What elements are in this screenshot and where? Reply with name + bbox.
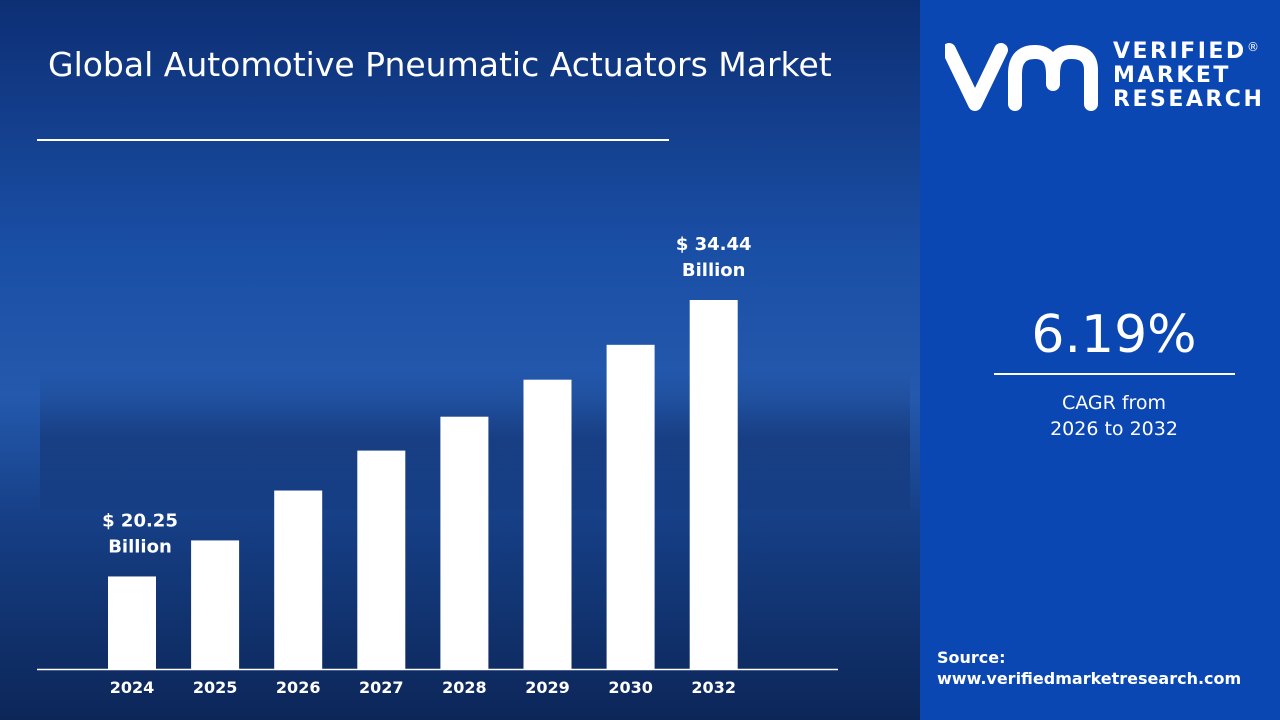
brand-panel [920, 0, 1280, 720]
cagr-label: CAGR from 2026 to 2032 [994, 390, 1234, 442]
x-tick-label: 2032 [691, 678, 736, 697]
x-tick-label: 2027 [359, 678, 404, 697]
title-divider [37, 139, 669, 141]
bar-2024 [108, 576, 156, 669]
chart-title: Global Automotive Pneumatic Actuators Ma… [48, 45, 832, 84]
cagr-label-line-2: 2026 to 2032 [1050, 418, 1178, 440]
data-label: Billion [108, 536, 172, 557]
bar-2030 [606, 344, 655, 669]
source-label: Source: [937, 648, 1006, 667]
brand-line-3: RESEARCH [1113, 87, 1265, 112]
bar-chart: 2024 2025 2026 2027 2028 2029 2030 2032 $ 20.25… [0, 0, 920, 720]
bar-2028 [440, 416, 489, 669]
cagr-value: 6.19% [1031, 305, 1197, 365]
data-label: $ 34.44 [676, 234, 752, 255]
x-tick-label: 2029 [525, 678, 570, 697]
bar-2025 [191, 540, 240, 669]
x-tick-label: 2024 [110, 678, 155, 697]
source: Source: www.verifiedmarketresearch.com [937, 647, 1241, 689]
x-tick-label: 2028 [442, 678, 487, 697]
registered-mark: ® [1247, 40, 1259, 54]
brand-wordmark: VERIFIED MARKET RESEARCH [1113, 40, 1264, 112]
x-tick-label: 2026 [276, 678, 321, 697]
source-url[interactable]: www.verifiedmarketresearch.com [937, 669, 1242, 688]
data-label: $ 20.25 [102, 510, 178, 531]
brand-line-2: MARKET [1113, 63, 1231, 88]
cagr-divider [994, 373, 1235, 375]
x-tick-label: 2030 [608, 678, 653, 697]
brand-line-1: VERIFIED [1113, 39, 1247, 64]
data-label: Billion [682, 260, 746, 281]
vmr-logo-icon [945, 43, 1098, 111]
x-tick-label: 2025 [193, 678, 238, 697]
cagr-label-line-1: CAGR from [1061, 392, 1167, 414]
bar-2029 [523, 379, 572, 669]
bar-2032 [689, 300, 738, 669]
bar-2026 [274, 490, 323, 669]
bar-2027 [357, 450, 406, 669]
